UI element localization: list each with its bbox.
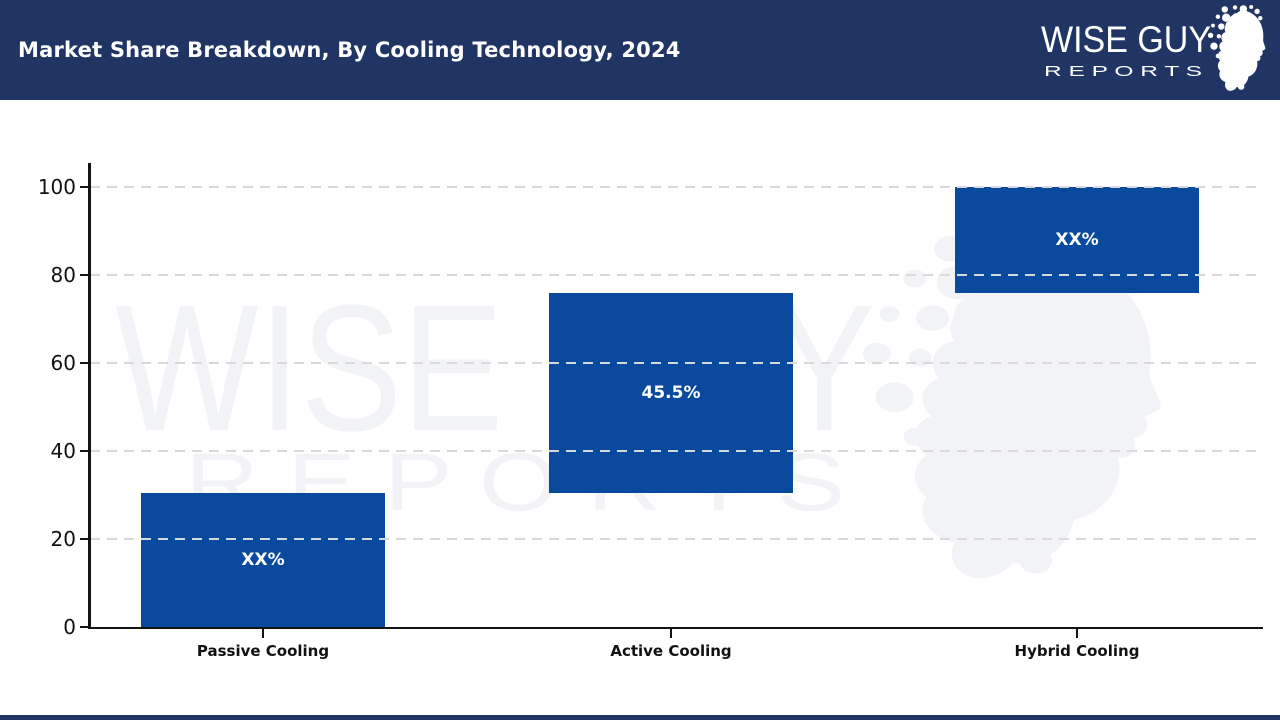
chart-area: WISE GUY R E P O R T S XX% 45.5% XX% 0 20 40 6… [0, 100, 1280, 715]
y-axis-tick [80, 626, 88, 628]
y-tick-label: 100 [37, 175, 76, 199]
bar-segment [549, 292, 793, 493]
bar-value-label: XX% [1055, 229, 1099, 250]
brand-wordmark: WISE GUY [1041, 19, 1211, 60]
brand-subtext: R E P O R T S [1044, 63, 1202, 80]
grid-line [90, 538, 1263, 540]
x-category-label: Hybrid Cooling [1014, 642, 1140, 660]
x-category-label: Active Cooling [610, 642, 732, 660]
grid-line [90, 362, 1263, 364]
bar-value-label: XX% [241, 549, 285, 570]
y-tick-label: 0 [63, 615, 76, 639]
x-axis-tick [1076, 629, 1078, 638]
y-axis-tick [80, 538, 88, 540]
y-tick-label: 60 [50, 351, 76, 375]
header: Market Share Breakdown, By Cooling Techn… [0, 0, 1280, 100]
grid-line [90, 450, 1263, 452]
y-tick-label: 40 [50, 439, 76, 463]
brand-logo: WISE GUY R E P O R T S [1041, 4, 1266, 91]
y-axis-tick [80, 186, 88, 188]
y-axis-tick [80, 450, 88, 452]
x-axis-tick [262, 629, 264, 638]
brand-head-icon [1207, 4, 1266, 91]
grid-line [90, 274, 1263, 276]
y-axis-tick [80, 362, 88, 364]
y-tick-label: 20 [50, 527, 76, 551]
x-axis-tick [670, 629, 672, 638]
chart-title: Market Share Breakdown, By Cooling Techn… [18, 38, 681, 62]
bar-value-label: 45.5% [641, 382, 701, 403]
bar-segment [141, 492, 385, 627]
footer-bar [0, 715, 1280, 720]
grid-line [90, 186, 1263, 188]
x-category-label: Passive Cooling [196, 642, 330, 660]
y-axis-tick [80, 274, 88, 276]
y-tick-label: 80 [50, 263, 76, 287]
y-axis-line [88, 163, 91, 629]
x-axis-line [88, 626, 1263, 629]
